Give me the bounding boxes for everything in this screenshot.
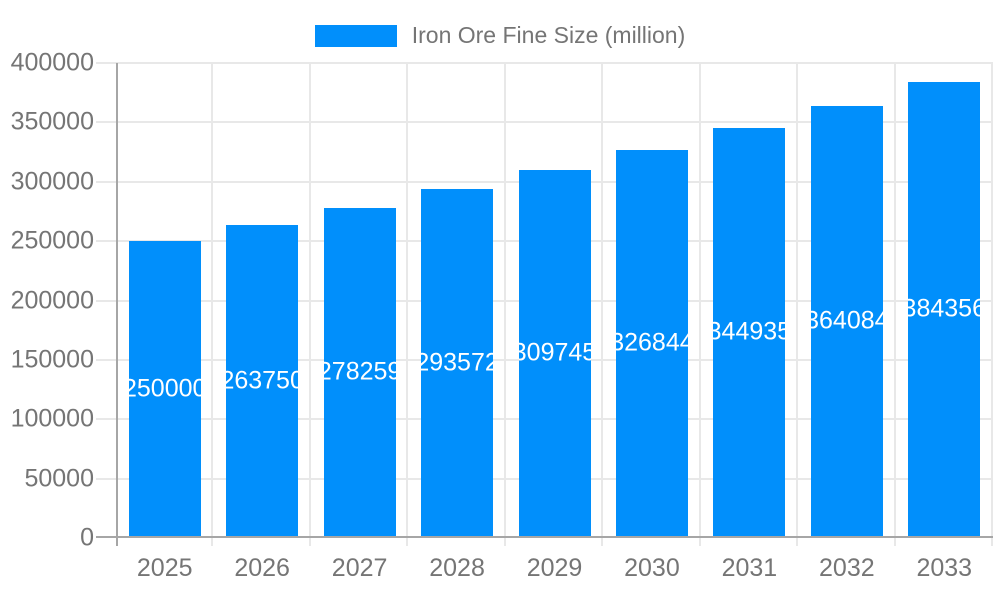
x-axis-tick-label: 2032 xyxy=(819,554,875,582)
bar-2029[interactable]: 309745 xyxy=(518,170,591,536)
v-gridline xyxy=(504,63,506,546)
x-axis-tick-label: 2030 xyxy=(624,554,680,582)
x-axis-tick-label: 2033 xyxy=(916,554,973,582)
x-axis-tick-label: 2026 xyxy=(234,554,290,582)
legend-color-swatch xyxy=(314,24,397,47)
legend-item[interactable]: Iron Ore Fine Size (million) xyxy=(314,22,686,49)
bar-value-label: 384356 xyxy=(908,294,981,323)
y-axis-tick-label: 150000 xyxy=(10,345,94,374)
v-gridline xyxy=(601,63,603,546)
x-axis-tick-label: 2029 xyxy=(526,554,583,582)
bar-2027[interactable]: 278259 xyxy=(323,208,396,536)
x-axis-tick-label: 2025 xyxy=(136,554,193,582)
bar-value-label: 364084 xyxy=(810,306,883,335)
y-axis-tick-label: 100000 xyxy=(10,404,94,433)
v-gridline xyxy=(406,63,408,546)
bar-value-label: 250000 xyxy=(128,374,201,402)
bar-value-label: 344935 xyxy=(713,317,786,346)
h-gridline xyxy=(96,62,993,64)
v-gridline xyxy=(309,63,311,546)
x-axis-tick-label: 2028 xyxy=(429,554,485,582)
plot-area: 0 50000 100000 150000 200000 250000 300000 3500… xyxy=(11,50,993,581)
bar-value-label: 263750 xyxy=(226,366,299,394)
chart-legend: Iron Ore Fine Size (million) xyxy=(0,22,1000,49)
bar-2030[interactable]: 326844 xyxy=(615,150,688,536)
legend-label: Iron Ore Fine Size (million) xyxy=(411,22,686,48)
x-axis-line xyxy=(96,536,993,538)
bar-value-label: 278259 xyxy=(323,357,396,386)
bar-2032[interactable]: 364084 xyxy=(810,106,883,536)
bar-value-label: 293572 xyxy=(421,348,494,376)
x-axis-tick-label: 2031 xyxy=(721,554,778,582)
x-axis-tick-label: 2027 xyxy=(331,554,388,582)
bar-2033[interactable]: 384356 xyxy=(908,82,981,536)
v-gridline xyxy=(894,63,896,546)
bar-2028[interactable]: 293572 xyxy=(421,189,494,536)
h-gridline xyxy=(96,121,993,123)
y-axis-tick-label: 400000 xyxy=(10,48,94,77)
y-axis-tick-label: 250000 xyxy=(10,226,94,255)
bar-2026[interactable]: 263750 xyxy=(226,225,299,536)
v-gridline xyxy=(211,63,213,546)
y-axis-tick-label: 200000 xyxy=(10,286,94,315)
y-axis-tick-label: 350000 xyxy=(10,107,94,136)
v-gridline xyxy=(991,63,993,546)
y-axis-tick-label: 50000 xyxy=(24,464,94,493)
y-axis-tick-label: 0 xyxy=(80,523,94,552)
v-gridline xyxy=(699,63,701,546)
y-axis-tick-label: 300000 xyxy=(10,167,94,196)
bar-value-label: 309745 xyxy=(518,338,591,367)
bar-2025[interactable]: 250000 xyxy=(128,241,201,536)
y-axis-line xyxy=(116,63,118,546)
bar-2031[interactable]: 344935 xyxy=(713,128,786,536)
bar-value-label: 326844 xyxy=(615,328,688,357)
v-gridline xyxy=(796,63,798,546)
